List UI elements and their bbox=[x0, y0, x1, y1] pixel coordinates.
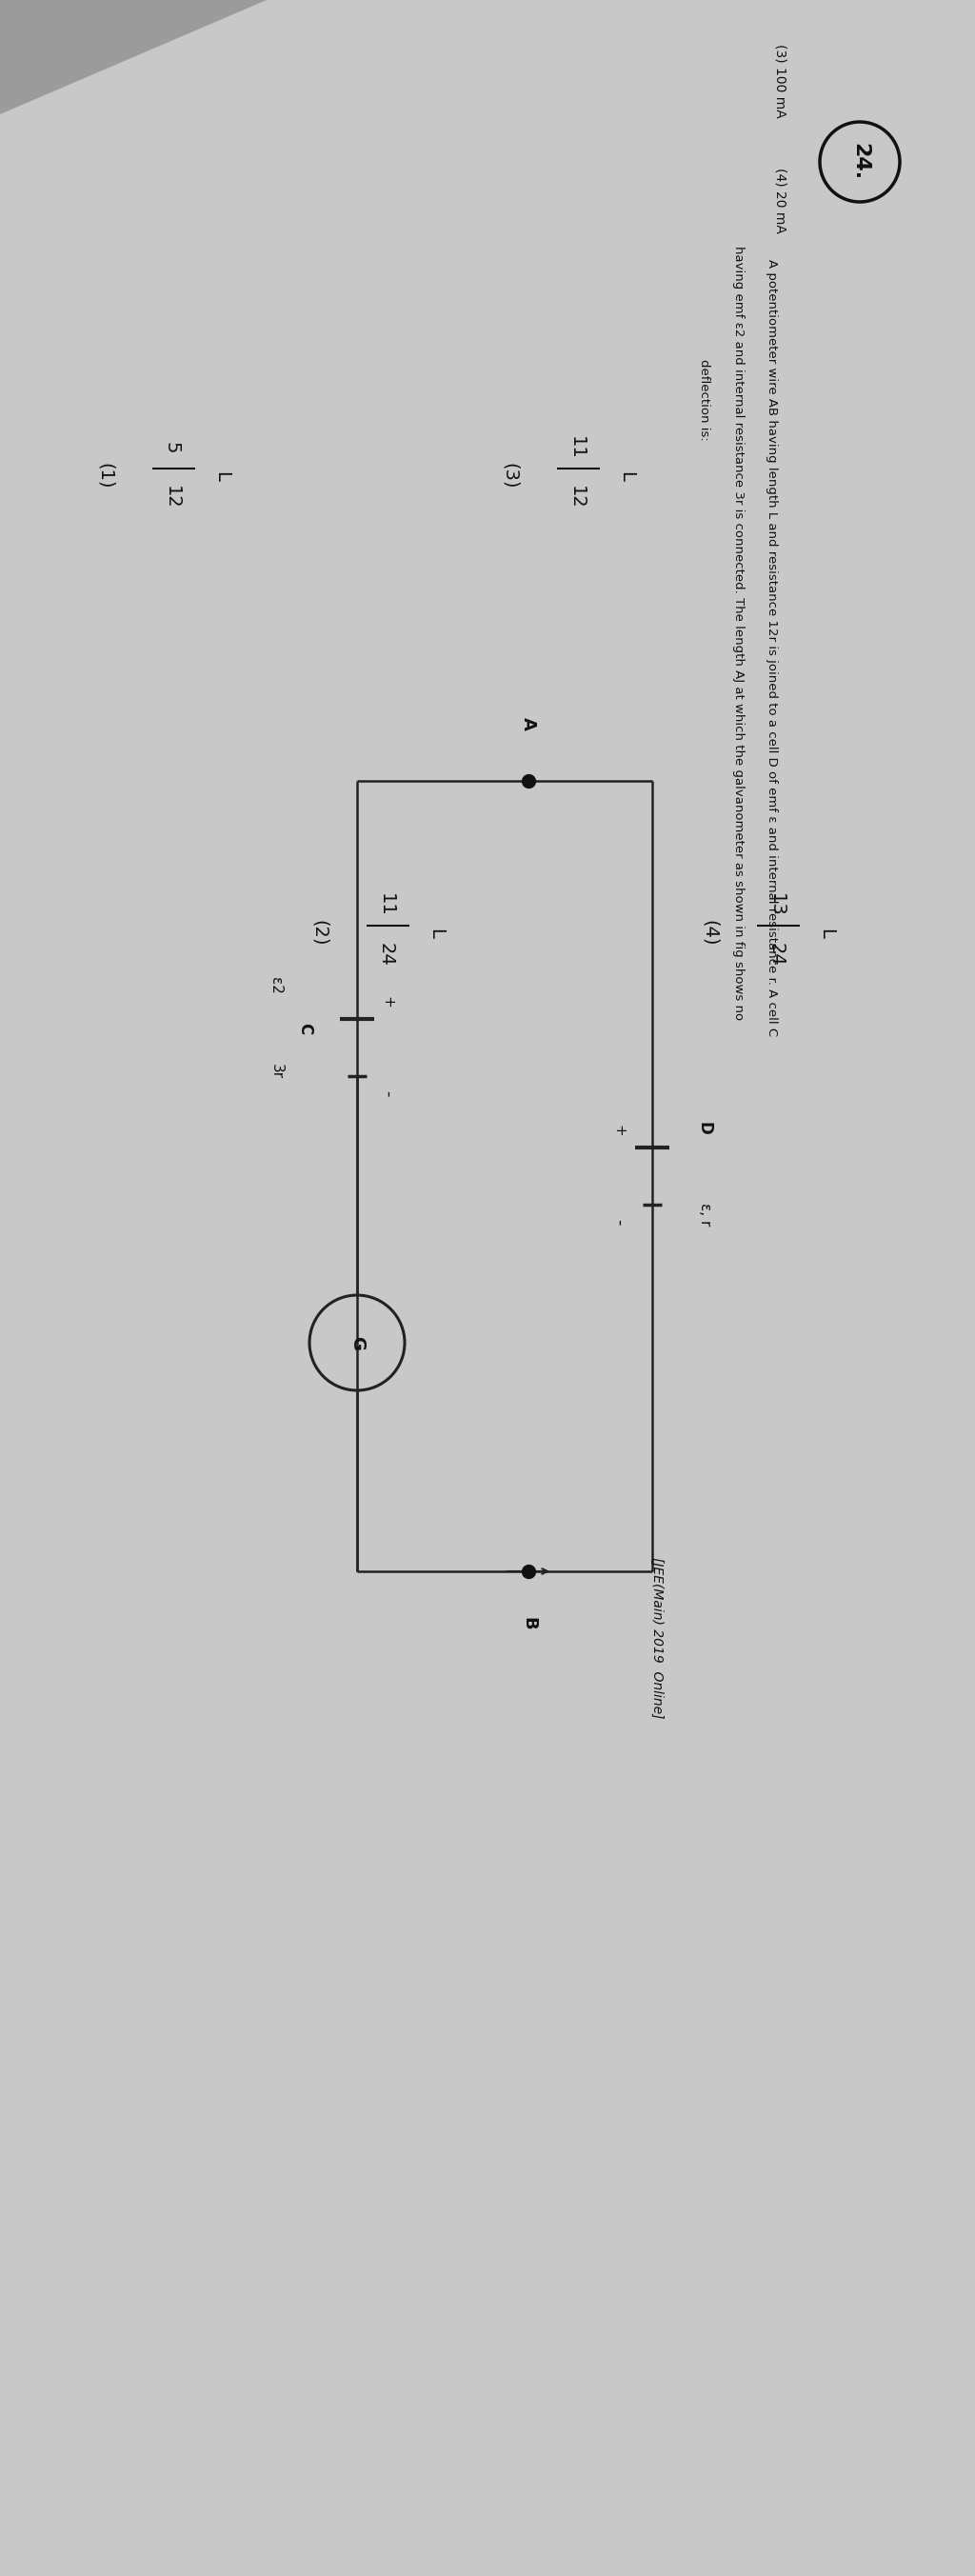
Text: (1): (1) bbox=[96, 464, 114, 489]
Text: (4) 20 mA: (4) 20 mA bbox=[774, 167, 788, 232]
Text: 12: 12 bbox=[163, 484, 180, 510]
Text: 11: 11 bbox=[567, 435, 585, 459]
Text: 12: 12 bbox=[567, 484, 585, 510]
Text: (4): (4) bbox=[700, 920, 719, 945]
Text: 11: 11 bbox=[376, 894, 395, 917]
Text: deflection is:: deflection is: bbox=[698, 358, 711, 440]
Text: ε2: ε2 bbox=[269, 976, 284, 994]
Text: A: A bbox=[520, 716, 537, 732]
Text: -: - bbox=[379, 1090, 396, 1097]
Text: D: D bbox=[696, 1123, 713, 1136]
Text: G: G bbox=[348, 1337, 366, 1350]
Text: B: B bbox=[520, 1618, 537, 1631]
Text: 24: 24 bbox=[376, 943, 395, 966]
Text: 5: 5 bbox=[163, 440, 180, 453]
Text: having emf ε2 and internal resistance 3r is connected. The length AJ at which th: having emf ε2 and internal resistance 3r… bbox=[731, 247, 744, 1020]
Text: +: + bbox=[611, 1123, 626, 1136]
Text: ε, r: ε, r bbox=[697, 1203, 712, 1226]
Text: [JEE(Main) 2019  Online]: [JEE(Main) 2019 Online] bbox=[650, 1558, 664, 1718]
Text: 24: 24 bbox=[767, 943, 785, 966]
Text: L: L bbox=[617, 471, 636, 482]
Text: -: - bbox=[610, 1218, 628, 1226]
Polygon shape bbox=[0, 0, 266, 113]
Text: A potentiometer wire AB having length L and resistance 12r is joined to a cell D: A potentiometer wire AB having length L … bbox=[765, 260, 777, 1036]
Text: L: L bbox=[817, 927, 836, 938]
Text: 3r: 3r bbox=[269, 1064, 284, 1079]
Text: (2): (2) bbox=[310, 920, 328, 945]
Text: 24.: 24. bbox=[850, 144, 870, 180]
Text: (3) 100 mA: (3) 100 mA bbox=[774, 44, 788, 118]
Text: (3): (3) bbox=[500, 464, 519, 489]
Text: C: C bbox=[296, 1023, 313, 1036]
Text: +: + bbox=[380, 997, 395, 1007]
Text: 13: 13 bbox=[767, 894, 785, 917]
Text: L: L bbox=[213, 471, 231, 482]
Text: L: L bbox=[427, 927, 446, 938]
